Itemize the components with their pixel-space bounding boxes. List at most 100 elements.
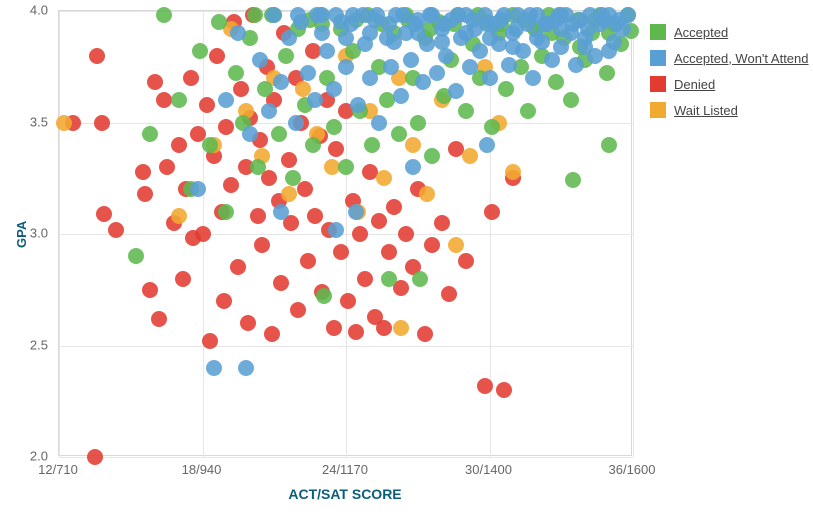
data-point bbox=[135, 164, 151, 180]
data-point bbox=[505, 164, 521, 180]
data-point bbox=[477, 378, 493, 394]
data-point bbox=[94, 115, 110, 131]
data-point bbox=[151, 311, 167, 327]
data-point bbox=[192, 43, 208, 59]
data-point bbox=[281, 152, 297, 168]
y-gridline bbox=[59, 457, 633, 458]
data-point bbox=[300, 253, 316, 269]
data-point bbox=[297, 181, 313, 197]
legend-item-denied[interactable]: Denied bbox=[650, 76, 809, 92]
data-point bbox=[458, 253, 474, 269]
y-tick-label: 3.0 bbox=[30, 226, 48, 241]
data-point bbox=[108, 222, 124, 238]
chart-container: GPA ACT/SAT SCORE AcceptedAccepted, Won'… bbox=[0, 0, 813, 516]
data-point bbox=[230, 259, 246, 275]
data-point bbox=[307, 208, 323, 224]
data-point bbox=[175, 271, 191, 287]
x-tick-label: 24/1170 bbox=[322, 462, 368, 477]
data-point bbox=[242, 126, 258, 142]
data-point bbox=[261, 103, 277, 119]
legend-item-waitlisted[interactable]: Wait Listed bbox=[650, 102, 809, 118]
legend-label: Denied bbox=[674, 77, 715, 92]
data-point bbox=[424, 237, 440, 253]
data-point bbox=[218, 92, 234, 108]
data-point bbox=[484, 204, 500, 220]
data-point bbox=[441, 286, 457, 302]
data-point bbox=[362, 25, 378, 41]
data-point bbox=[520, 103, 536, 119]
data-point bbox=[202, 333, 218, 349]
data-point bbox=[190, 181, 206, 197]
data-point bbox=[376, 320, 392, 336]
data-point bbox=[498, 81, 514, 97]
legend-label: Wait Listed bbox=[674, 103, 738, 118]
data-point bbox=[482, 30, 498, 46]
data-point bbox=[216, 293, 232, 309]
data-point bbox=[128, 248, 144, 264]
data-point bbox=[553, 39, 569, 55]
data-point bbox=[417, 326, 433, 342]
data-point bbox=[383, 59, 399, 75]
data-point bbox=[412, 271, 428, 287]
data-point bbox=[273, 74, 289, 90]
data-point bbox=[577, 39, 593, 55]
data-point bbox=[410, 25, 426, 41]
x-axis-title: ACT/SAT SCORE bbox=[288, 486, 401, 502]
data-point bbox=[458, 25, 474, 41]
data-point bbox=[305, 137, 321, 153]
data-point bbox=[340, 293, 356, 309]
data-point bbox=[230, 25, 246, 41]
legend-swatch bbox=[650, 102, 666, 118]
data-point bbox=[288, 115, 304, 131]
data-point bbox=[371, 115, 387, 131]
data-point bbox=[501, 57, 517, 73]
y-gridline bbox=[59, 346, 633, 347]
data-point bbox=[434, 34, 450, 50]
data-point bbox=[376, 170, 392, 186]
data-point bbox=[348, 324, 364, 340]
data-point bbox=[273, 204, 289, 220]
x-gridline bbox=[633, 11, 634, 457]
legend-item-accepted_noattend[interactable]: Accepted, Won't Attend bbox=[650, 50, 809, 66]
data-point bbox=[333, 244, 349, 260]
data-point bbox=[199, 97, 215, 113]
data-point bbox=[281, 186, 297, 202]
data-point bbox=[171, 208, 187, 224]
data-point bbox=[206, 360, 222, 376]
data-point bbox=[608, 16, 624, 32]
data-point bbox=[300, 65, 316, 81]
legend-item-accepted_attend[interactable]: Accepted bbox=[650, 24, 809, 40]
data-point bbox=[285, 170, 301, 186]
data-point bbox=[462, 148, 478, 164]
data-point bbox=[328, 141, 344, 157]
data-point bbox=[458, 103, 474, 119]
data-point bbox=[338, 59, 354, 75]
data-point bbox=[290, 7, 306, 23]
data-point bbox=[273, 275, 289, 291]
data-point bbox=[563, 92, 579, 108]
data-point bbox=[142, 126, 158, 142]
data-point bbox=[328, 7, 344, 23]
data-point bbox=[254, 237, 270, 253]
data-point bbox=[505, 39, 521, 55]
data-point bbox=[482, 70, 498, 86]
data-point bbox=[386, 199, 402, 215]
data-point bbox=[338, 159, 354, 175]
data-point bbox=[218, 204, 234, 220]
data-point bbox=[508, 21, 524, 37]
data-point bbox=[240, 315, 256, 331]
data-point bbox=[211, 14, 227, 30]
data-point bbox=[391, 126, 407, 142]
data-point bbox=[568, 57, 584, 73]
data-point bbox=[278, 48, 294, 64]
data-point bbox=[264, 326, 280, 342]
data-point bbox=[350, 97, 366, 113]
data-point bbox=[307, 92, 323, 108]
data-point bbox=[218, 119, 234, 135]
data-point bbox=[250, 159, 266, 175]
data-point bbox=[522, 7, 538, 23]
x-tick-label: 36/1600 bbox=[609, 462, 656, 477]
data-point bbox=[381, 16, 397, 32]
data-point bbox=[290, 302, 306, 318]
data-point bbox=[314, 25, 330, 41]
